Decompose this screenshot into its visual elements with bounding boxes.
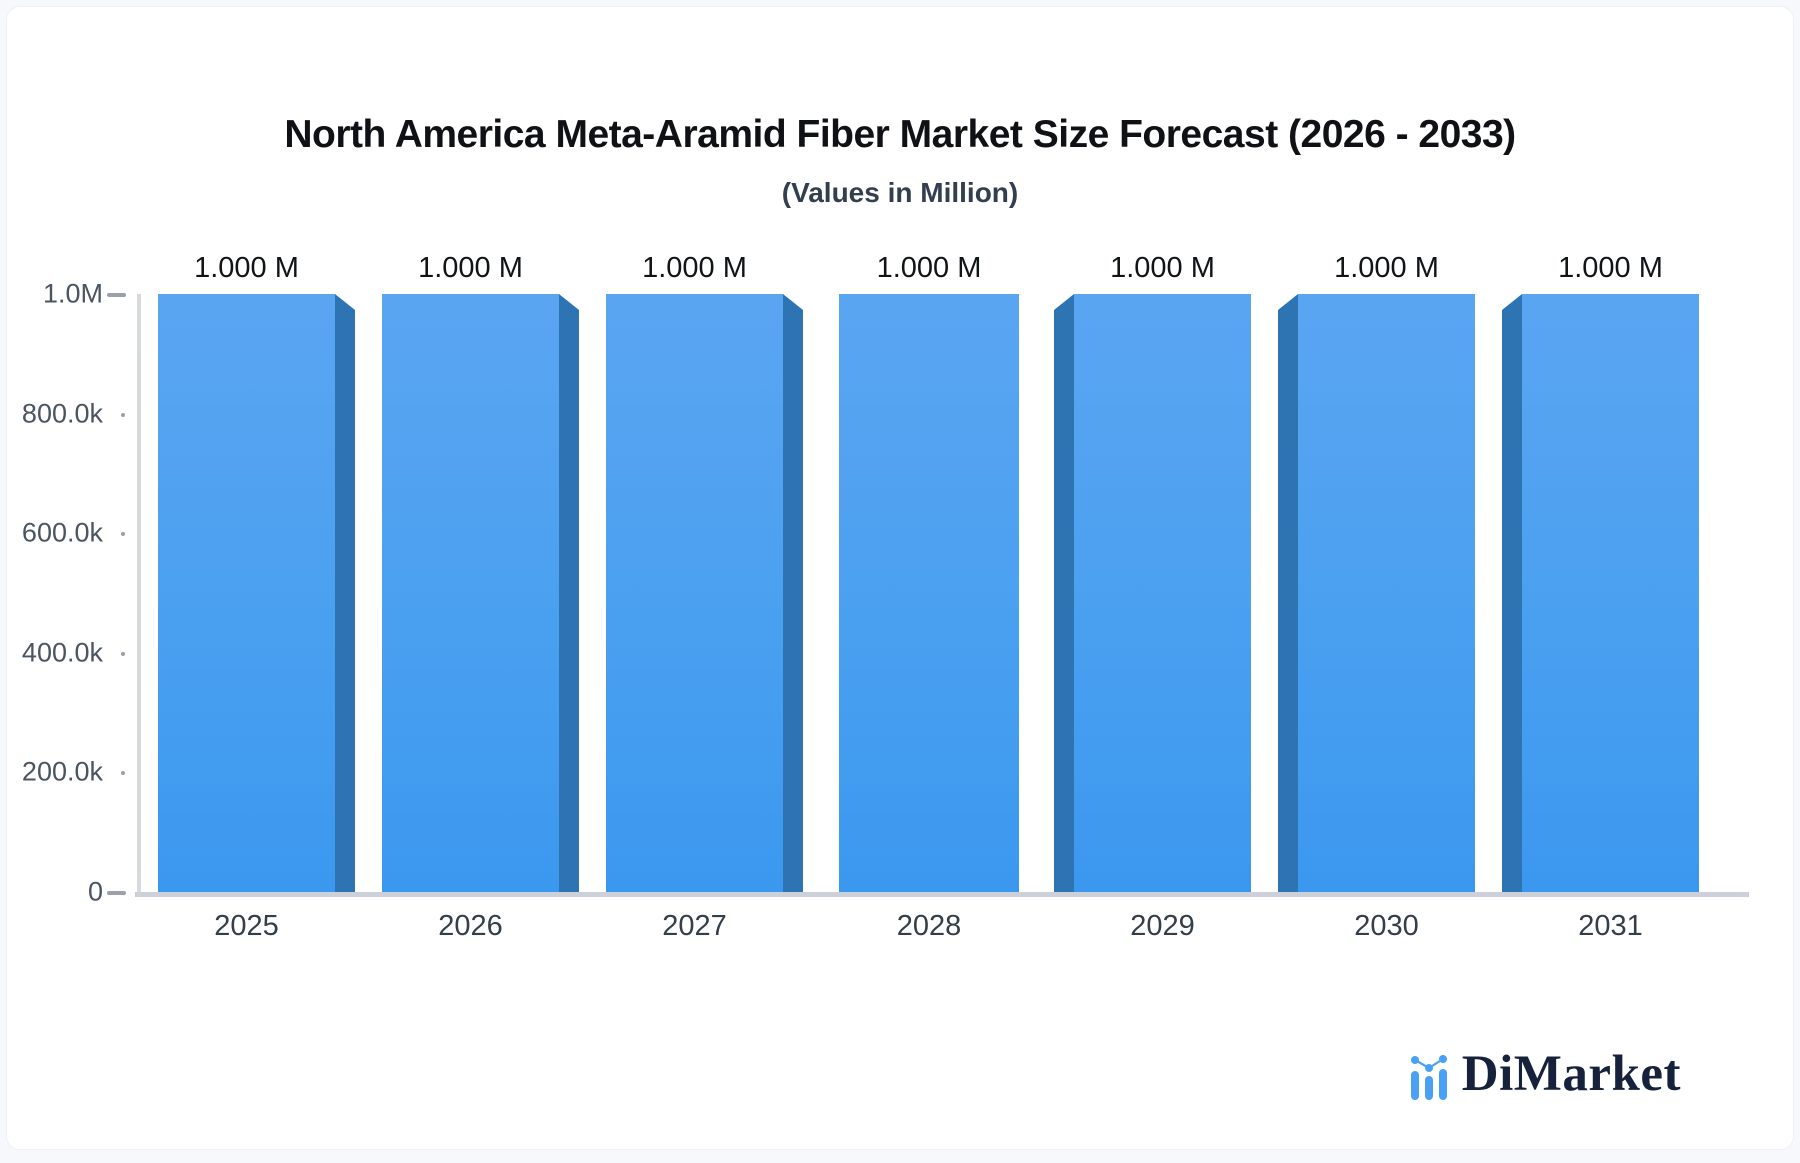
y-tick-mark — [121, 413, 125, 417]
y-tick-mark — [107, 891, 126, 895]
x-tick-label: 2025 — [127, 910, 367, 943]
x-tick-label: 2028 — [809, 910, 1049, 943]
bar-3d-edge — [1502, 294, 1522, 892]
bar-3d-edge — [559, 294, 579, 892]
x-tick-label: 2029 — [1043, 910, 1283, 943]
x-tick-label: 2027 — [575, 910, 815, 943]
bar[interactable] — [839, 294, 1019, 892]
y-tick-label: 200.0k — [7, 757, 103, 788]
y-axis-line — [137, 294, 141, 892]
y-tick-mark — [121, 532, 125, 536]
x-tick-label: 2026 — [351, 910, 591, 943]
bar-3d-edge — [1278, 294, 1298, 892]
bar-value-label: 1.000 M — [1267, 252, 1507, 285]
bar-3d-edge — [335, 294, 355, 892]
dimarket-logo: DiMarket — [1408, 1049, 1681, 1100]
bar[interactable] — [606, 294, 783, 892]
bar-value-label: 1.000 M — [809, 252, 1049, 285]
bar-3d-edge — [783, 294, 803, 892]
y-tick-label: 800.0k — [7, 398, 103, 429]
bar-value-label: 1.000 M — [351, 252, 591, 285]
bar[interactable] — [1074, 294, 1251, 892]
bar[interactable] — [1298, 294, 1475, 892]
x-axis-baseline — [135, 892, 1749, 897]
dimarket-logo-text: DiMarket — [1462, 1049, 1681, 1100]
dimarket-bar-chart-logo-icon — [1408, 1054, 1450, 1100]
y-tick-label: 600.0k — [7, 518, 103, 549]
y-tick-mark — [107, 293, 126, 297]
bar-value-label: 1.000 M — [575, 252, 815, 285]
bar-3d-edge — [1054, 294, 1074, 892]
y-tick-label: 0 — [7, 877, 103, 908]
x-tick-label: 2030 — [1267, 910, 1507, 943]
y-tick-label: 400.0k — [7, 637, 103, 668]
bar-value-label: 1.000 M — [127, 252, 367, 285]
bar-value-label: 1.000 M — [1491, 252, 1731, 285]
bar[interactable] — [1522, 294, 1699, 892]
y-tick-mark — [121, 771, 125, 775]
bar[interactable] — [158, 294, 335, 892]
bar-value-label: 1.000 M — [1043, 252, 1283, 285]
y-tick-mark — [121, 652, 125, 656]
chart-card: North America Meta-Aramid Fiber Market S… — [6, 6, 1794, 1150]
bar[interactable] — [382, 294, 559, 892]
y-tick-label: 1.0M — [7, 279, 103, 310]
x-tick-label: 2031 — [1491, 910, 1731, 943]
